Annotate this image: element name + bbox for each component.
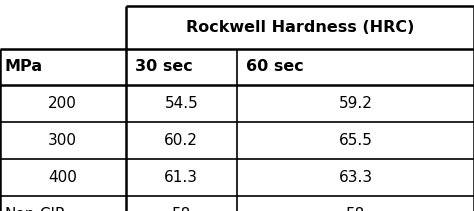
Text: 65.5: 65.5	[338, 133, 373, 148]
Text: 30 sec: 30 sec	[135, 60, 193, 74]
Text: Rockwell Hardness (HRC): Rockwell Hardness (HRC)	[186, 20, 414, 35]
Text: 58: 58	[172, 207, 191, 211]
Text: Non-CIP: Non-CIP	[5, 207, 65, 211]
Text: 61.3: 61.3	[164, 170, 198, 185]
Text: MPa: MPa	[5, 60, 43, 74]
Text: 54.5: 54.5	[164, 96, 198, 111]
Text: 200: 200	[48, 96, 77, 111]
Text: 60 sec: 60 sec	[246, 60, 304, 74]
Text: 300: 300	[48, 133, 77, 148]
Text: 400: 400	[48, 170, 77, 185]
Text: 58: 58	[346, 207, 365, 211]
Text: 63.3: 63.3	[338, 170, 373, 185]
Text: 60.2: 60.2	[164, 133, 198, 148]
Text: 59.2: 59.2	[338, 96, 373, 111]
